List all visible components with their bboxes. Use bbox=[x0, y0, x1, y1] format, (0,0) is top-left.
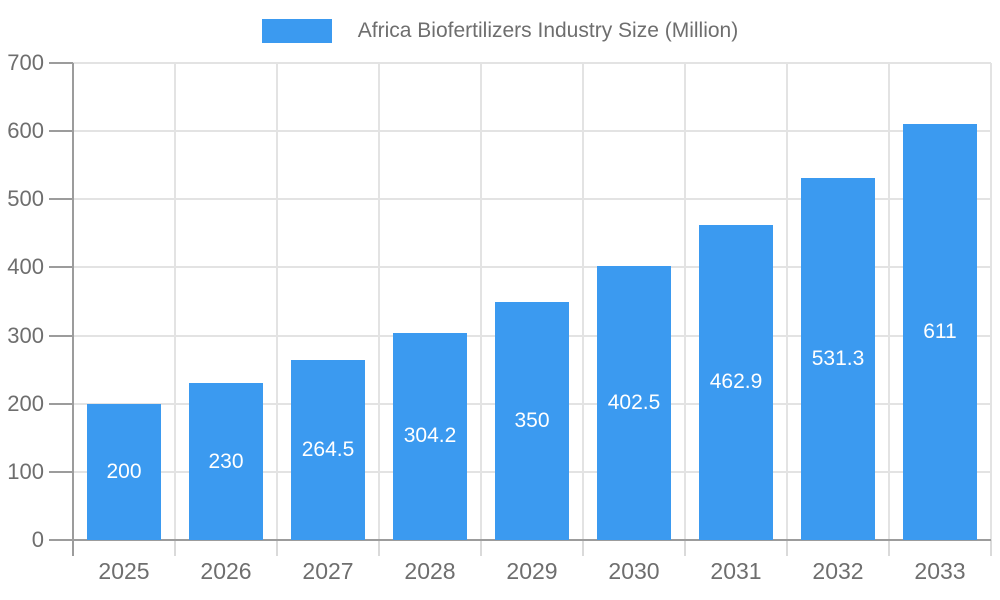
y-axis-tick bbox=[49, 402, 73, 405]
x-axis-line bbox=[73, 539, 991, 541]
x-axis-tick bbox=[174, 540, 176, 556]
bar-value-label: 531.3 bbox=[811, 346, 865, 370]
x-axis-tick bbox=[684, 540, 686, 556]
x-tick-label: 2032 bbox=[812, 558, 864, 584]
bar-2030[interactable] bbox=[597, 265, 671, 540]
x-tick-label: 2027 bbox=[302, 558, 354, 584]
y-axis-tick bbox=[49, 130, 73, 133]
x-tick-label: 2031 bbox=[710, 558, 762, 584]
bar-2027[interactable] bbox=[291, 359, 365, 540]
x-tick-label: 2033 bbox=[914, 558, 966, 584]
x-axis-tick bbox=[786, 540, 788, 556]
x-axis-tick bbox=[582, 540, 584, 556]
gridline-vertical bbox=[582, 63, 584, 540]
y-tick-label: 100 bbox=[7, 458, 44, 484]
bar-value-label: 402.5 bbox=[607, 390, 661, 414]
bar-2033[interactable] bbox=[903, 123, 977, 540]
y-axis-tick bbox=[49, 470, 73, 473]
y-axis-tick bbox=[49, 334, 73, 337]
x-tick-label: 2025 bbox=[98, 558, 150, 584]
bar-2028[interactable] bbox=[393, 332, 467, 540]
bar-value-label: 200 bbox=[106, 459, 142, 483]
bar-2031[interactable] bbox=[699, 224, 773, 540]
x-axis-tick bbox=[990, 540, 992, 556]
bar-value-label: 350 bbox=[514, 408, 550, 432]
y-tick-label: 300 bbox=[7, 322, 44, 348]
y-tick-label: 200 bbox=[7, 390, 44, 416]
legend-swatch bbox=[261, 19, 332, 43]
gridline-vertical bbox=[888, 63, 890, 540]
bar-2029[interactable] bbox=[495, 301, 569, 540]
bar-value-label: 304.2 bbox=[403, 424, 457, 448]
x-axis-tick bbox=[378, 540, 380, 556]
bar-2026[interactable] bbox=[189, 383, 263, 540]
x-tick-label: 2029 bbox=[506, 558, 558, 584]
y-tick-label: 0 bbox=[31, 527, 44, 552]
x-tick-label: 2028 bbox=[404, 558, 456, 584]
legend[interactable]: Africa Biofertilizers Industry Size (Mil… bbox=[0, 19, 1000, 43]
y-tick-label: 400 bbox=[7, 254, 44, 280]
y-axis-tick bbox=[49, 62, 73, 64]
x-axis-tick bbox=[276, 540, 278, 556]
gridline-vertical bbox=[786, 63, 788, 540]
y-axis-tick bbox=[49, 539, 73, 541]
y-axis-line bbox=[72, 63, 74, 556]
y-axis-tick bbox=[49, 266, 73, 269]
gridline-horizontal bbox=[73, 198, 991, 201]
x-axis-tick bbox=[888, 540, 890, 556]
bar-2025[interactable] bbox=[87, 403, 161, 540]
gridline-vertical bbox=[276, 63, 278, 540]
bar-value-label: 264.5 bbox=[301, 437, 355, 461]
gridline-horizontal bbox=[73, 62, 991, 64]
gridline-vertical bbox=[378, 63, 380, 540]
y-axis-tick bbox=[49, 198, 73, 201]
gridline-vertical bbox=[684, 63, 686, 540]
x-tick-label: 2030 bbox=[608, 558, 660, 584]
gridline-vertical bbox=[990, 63, 992, 540]
bar-value-label: 611 bbox=[923, 319, 957, 343]
gridline-vertical bbox=[174, 63, 176, 540]
bar-value-label: 462.9 bbox=[709, 370, 763, 394]
legend-label: Africa Biofertilizers Industry Size (Mil… bbox=[357, 19, 739, 42]
y-tick-label: 700 bbox=[7, 50, 44, 75]
gridline-horizontal bbox=[73, 266, 991, 269]
y-tick-label: 600 bbox=[7, 118, 44, 144]
gridline-horizontal bbox=[73, 130, 991, 133]
bar-2032[interactable] bbox=[801, 177, 875, 540]
gridline-vertical bbox=[480, 63, 482, 540]
y-tick-label: 500 bbox=[7, 186, 44, 212]
x-axis-tick bbox=[480, 540, 482, 556]
bar-value-label: 230 bbox=[208, 449, 244, 473]
x-tick-label: 2026 bbox=[200, 558, 252, 584]
